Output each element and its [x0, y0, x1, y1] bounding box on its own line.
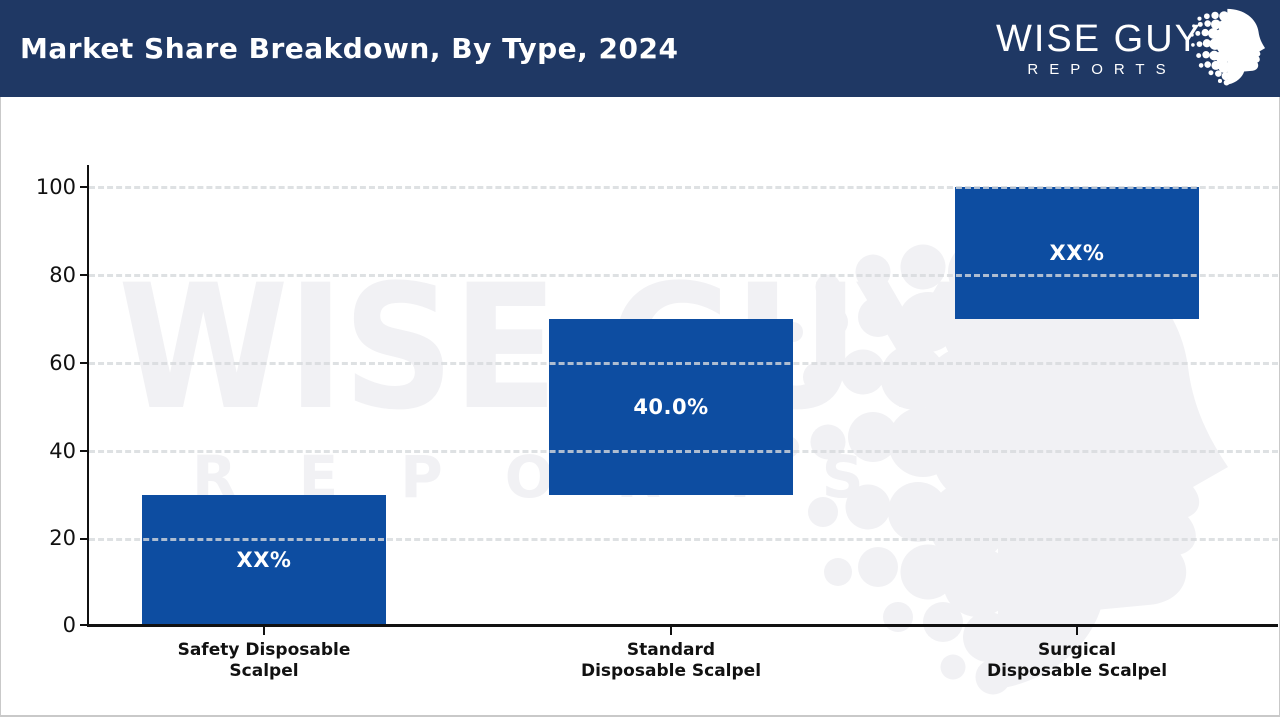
gridline-60: [89, 362, 1278, 365]
page-title: Market Share Breakdown, By Type, 2024: [20, 32, 679, 65]
x-category-label-safety: Safety Disposable Scalpel: [104, 640, 424, 682]
gridline-20: [89, 538, 1278, 541]
y-tick-label: 60: [49, 351, 76, 375]
y-tick-label: 40: [49, 439, 76, 463]
brand-name: WISE GUY: [995, 17, 1202, 60]
gridline-80: [89, 274, 1278, 277]
brand-tagline: REPORTS: [1027, 60, 1177, 78]
x-tick-standard: [670, 627, 672, 635]
bar-value-label: XX%: [1049, 241, 1105, 265]
y-tick-label: 0: [62, 613, 76, 637]
x-label-line: Scalpel: [229, 661, 299, 681]
y-tick-100: [80, 186, 88, 188]
x-label-line: Disposable Scalpel: [986, 661, 1168, 681]
y-tick-20: [80, 538, 88, 540]
header-bar: Market Share Breakdown, By Type, 2024 WI…: [0, 0, 1280, 97]
brand-face-icon: [1190, 8, 1266, 85]
brand-logo-text: WISE GUY REPORTS: [996, 20, 1202, 78]
y-tick-label: 80: [49, 263, 76, 287]
bar-safety-disposable-scalpel: XX%: [142, 495, 386, 624]
x-label-line: Surgical: [1037, 640, 1117, 660]
y-tick-0: [80, 624, 88, 626]
x-label-line: Standard: [626, 640, 716, 660]
gridline-100: [89, 186, 1278, 189]
x-axis-spine: [87, 624, 1278, 627]
y-tick-label: 100: [35, 175, 76, 199]
x-label-line: Safety Disposable: [177, 640, 351, 660]
y-tick-40: [80, 450, 88, 452]
gridline-40: [89, 450, 1278, 453]
x-category-label-standard: Standard Disposable Scalpel: [511, 640, 831, 682]
bar-value-label: XX%: [236, 547, 292, 572]
x-category-label-surgical: Surgical Disposable Scalpel: [917, 640, 1237, 682]
y-tick-label: 20: [49, 526, 76, 550]
bar-value-label: 40.0%: [633, 395, 709, 419]
bar-standard-disposable-scalpel: 40.0%: [549, 319, 793, 495]
x-tick-safety: [263, 627, 265, 635]
y-tick-60: [80, 362, 88, 364]
x-label-line: Disposable Scalpel: [580, 661, 762, 681]
bar-surgical-disposable-scalpel: XX%: [955, 187, 1199, 319]
brand-logo: WISE GUY REPORTS: [996, 6, 1270, 92]
x-tick-surgical: [1076, 627, 1078, 635]
y-tick-80: [80, 274, 88, 276]
y-axis-spine: [87, 165, 89, 627]
